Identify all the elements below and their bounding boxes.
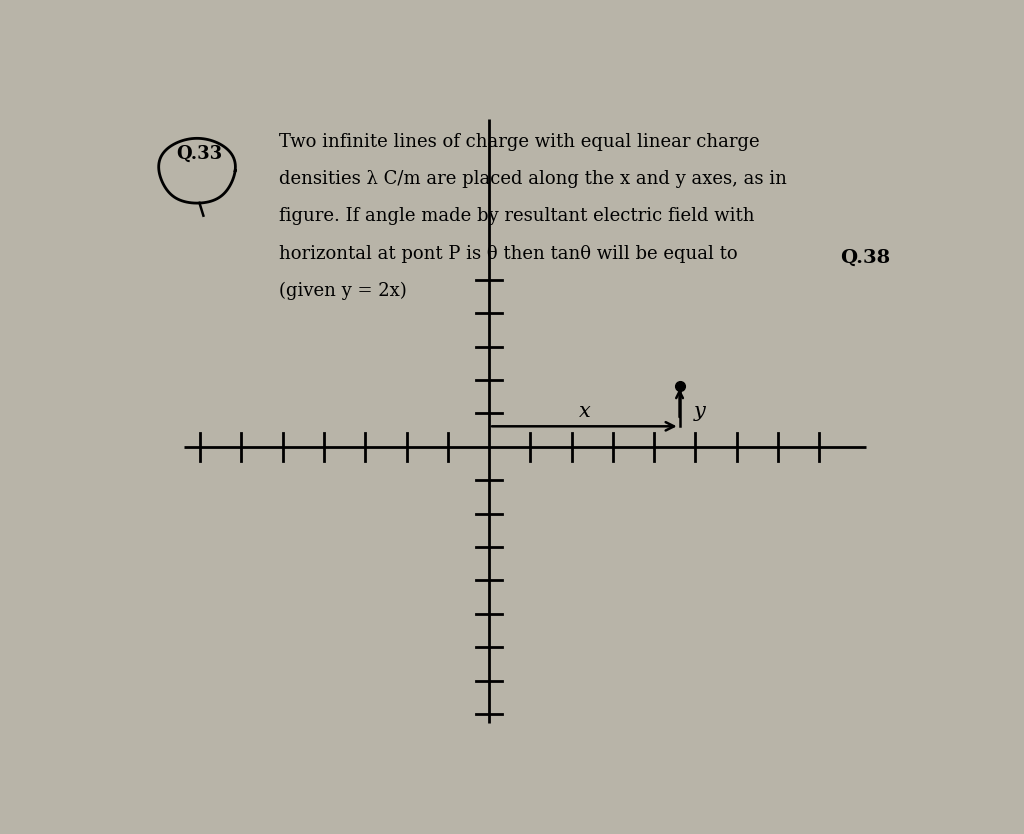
- Text: (given y = 2x): (given y = 2x): [279, 282, 407, 300]
- Text: y: y: [693, 402, 706, 421]
- Text: Q.33: Q.33: [176, 144, 222, 163]
- Text: x: x: [579, 402, 590, 421]
- Text: densities λ C/m are placed along the x and y axes, as in: densities λ C/m are placed along the x a…: [279, 170, 786, 188]
- Text: figure. If angle made by resultant electric field with: figure. If angle made by resultant elect…: [279, 208, 755, 225]
- Text: horizontal at pont P is θ then tanθ will be equal to: horizontal at pont P is θ then tanθ will…: [279, 244, 737, 263]
- Text: Q.38: Q.38: [840, 249, 890, 266]
- Text: Two infinite lines of charge with equal linear charge: Two infinite lines of charge with equal …: [279, 133, 760, 151]
